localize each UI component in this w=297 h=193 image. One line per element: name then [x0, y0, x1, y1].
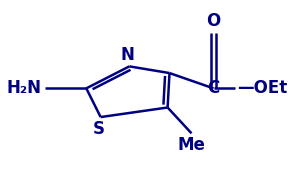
Text: H₂N: H₂N [6, 79, 41, 97]
Text: C: C [207, 79, 220, 97]
Text: —OEt: —OEt [237, 79, 288, 97]
Text: Me: Me [178, 136, 206, 154]
Text: O: O [206, 12, 221, 30]
Text: S: S [93, 120, 105, 138]
Text: N: N [121, 46, 134, 63]
